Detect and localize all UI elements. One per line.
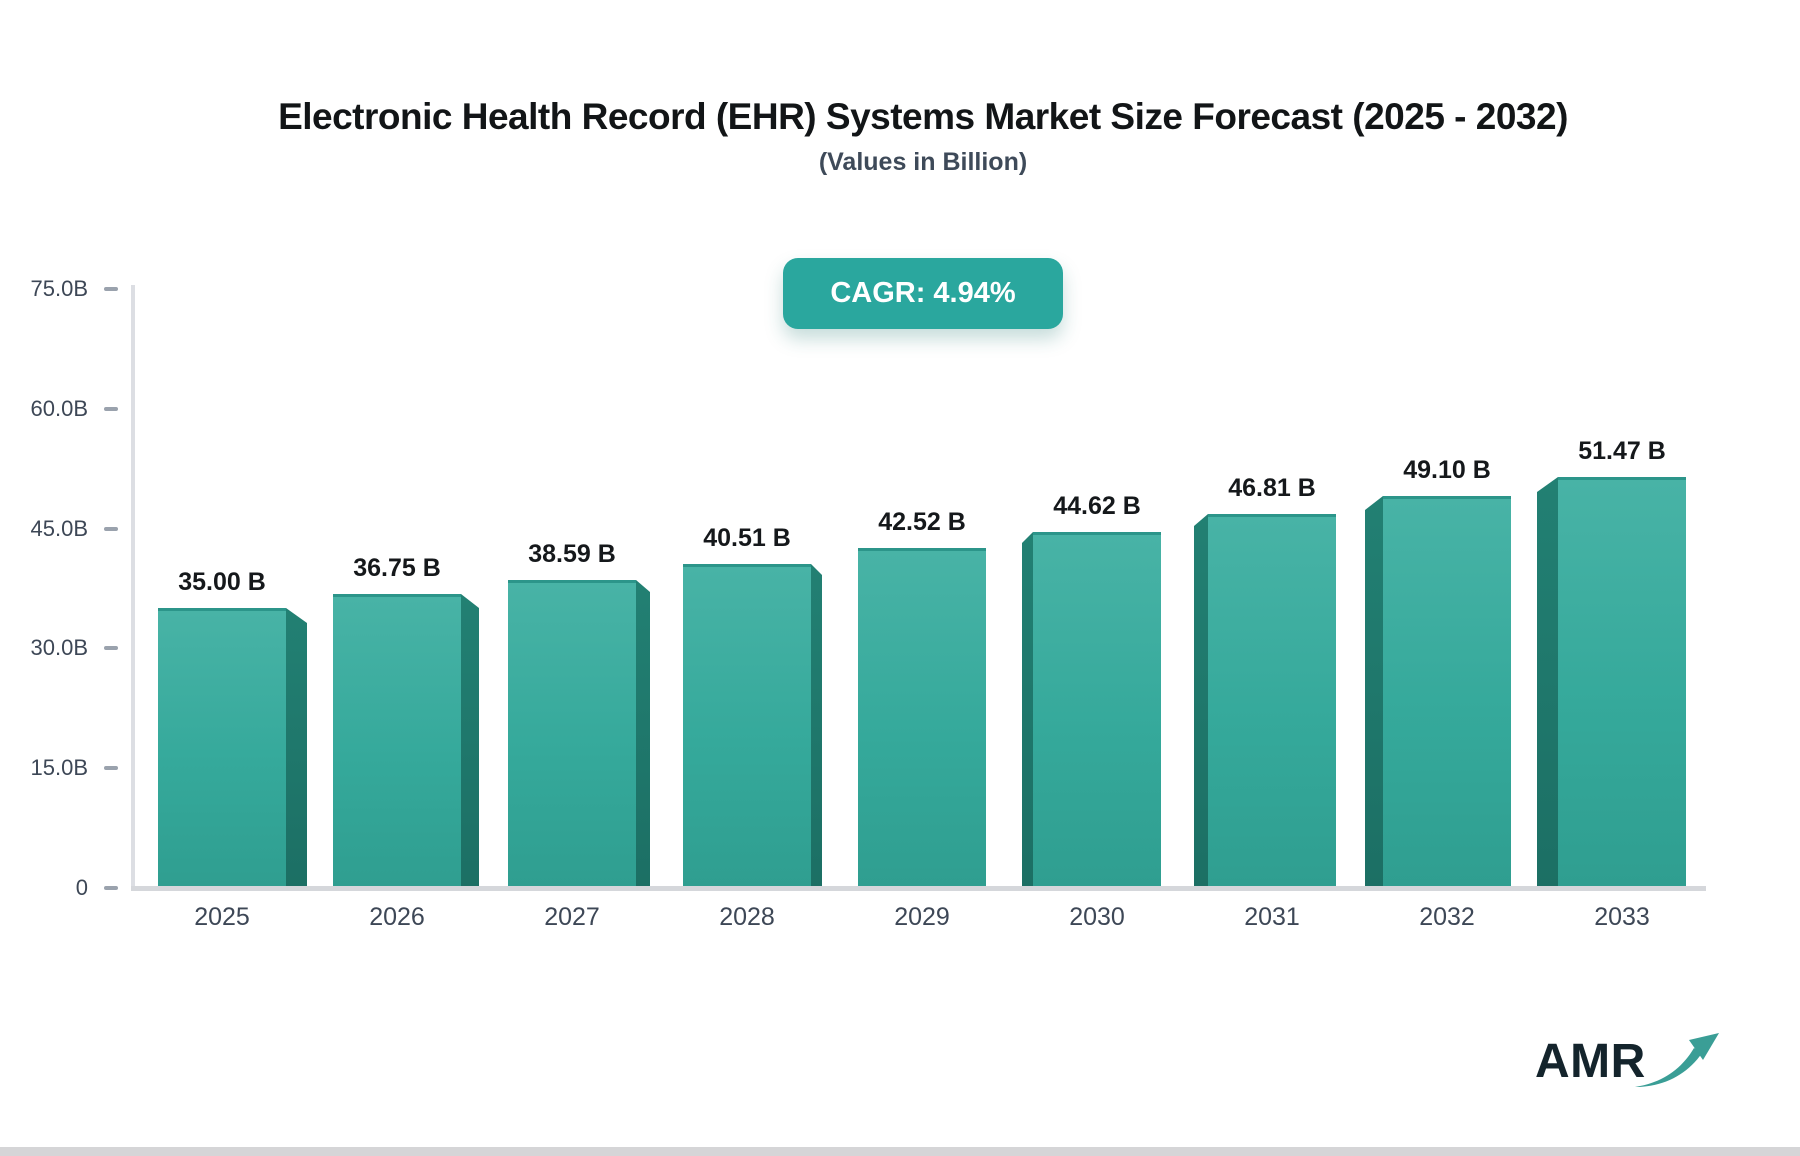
bar-front	[333, 594, 461, 888]
bar-front	[1033, 532, 1161, 888]
cagr-badge: CAGR: 4.94%	[783, 258, 1063, 329]
x-axis-label: 2026	[369, 903, 425, 931]
y-axis-tick	[104, 766, 118, 771]
bar-value-label: 36.75 B	[353, 554, 441, 582]
y-axis-label: 60.0B	[30, 395, 89, 421]
x-axis-label: 2033	[1594, 903, 1650, 931]
bar-side	[461, 594, 479, 888]
page-bottom-strip	[0, 1147, 1800, 1156]
bar-side	[636, 580, 650, 888]
y-axis-line	[131, 285, 135, 888]
y-axis-label: 45.0B	[30, 515, 89, 541]
bar-side	[1194, 514, 1208, 888]
bar-front	[683, 564, 811, 888]
bar-front	[1208, 514, 1336, 888]
x-axis-label: 2032	[1419, 903, 1475, 931]
x-axis-line	[131, 886, 1706, 891]
x-axis-label: 2025	[194, 903, 250, 931]
bar-front	[508, 580, 636, 888]
bar-side	[1365, 496, 1383, 888]
bar-value-label: 42.52 B	[878, 508, 966, 536]
bar-side	[286, 608, 307, 888]
bar-value-label: 46.81 B	[1228, 474, 1316, 502]
bar-front	[1558, 477, 1686, 888]
y-axis-label: 15.0B	[30, 755, 89, 781]
y-axis-label: 0	[75, 875, 88, 900]
amr-logo: AMR	[1535, 1033, 1735, 1104]
growth-arrow-icon	[1635, 1033, 1719, 1087]
y-axis-tick	[104, 406, 118, 411]
x-axis-label: 2028	[719, 903, 775, 931]
bar-value-label: 38.59 B	[528, 540, 616, 568]
y-axis-tick	[104, 646, 118, 651]
bar-value-label: 51.47 B	[1578, 437, 1666, 465]
bar-side	[811, 564, 822, 888]
y-axis-label: 30.0B	[30, 635, 89, 661]
bar-front	[858, 548, 986, 888]
y-axis-tick	[104, 886, 118, 890]
bar-value-label: 44.62 B	[1053, 492, 1141, 520]
y-axis-label: 75.0B	[30, 276, 89, 301]
y-axis-tick	[104, 526, 118, 531]
chart-subtitle: (Values in Billion)	[818, 148, 1028, 176]
x-axis-label: 2029	[894, 903, 950, 931]
bar-value-label: 40.51 B	[703, 524, 791, 552]
y-axis-tick	[104, 287, 118, 291]
bar-value-label: 49.10 B	[1403, 456, 1491, 484]
bar-side	[1537, 477, 1558, 888]
x-axis-label: 2027	[544, 903, 600, 931]
amr-logo-text: AMR	[1535, 1035, 1646, 1088]
bar-front	[1383, 496, 1511, 888]
x-axis-label: 2031	[1244, 903, 1300, 931]
bar-value-label: 35.00 B	[178, 568, 266, 596]
bar-front	[158, 608, 286, 888]
chart-title: Electronic Health Record (EHR) Systems M…	[278, 96, 1568, 137]
x-axis-label: 2030	[1069, 903, 1125, 931]
bar-side	[1022, 532, 1033, 888]
